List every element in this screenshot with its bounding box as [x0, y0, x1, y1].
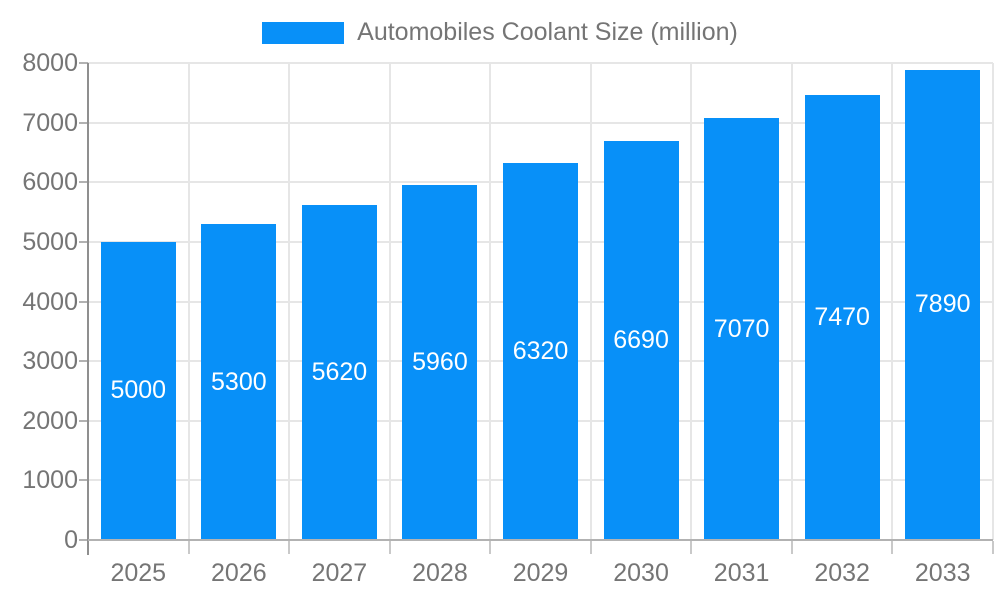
x-axis-tick	[690, 541, 693, 554]
gridline-y-8000	[88, 62, 993, 64]
y-axis-tick	[79, 539, 88, 541]
y-axis-line	[87, 63, 89, 555]
bar-value-label: 7890	[914, 290, 971, 319]
bar-value-label: 5000	[110, 376, 167, 405]
x-axis-line	[88, 539, 993, 541]
y-axis-label-8000: 8000	[22, 49, 78, 77]
bar-2032[interactable]: 7470	[804, 94, 880, 540]
x-axis-tick	[992, 541, 994, 554]
legend-label[interactable]: Automobiles Coolant Size (million)	[357, 18, 738, 46]
bar-2031[interactable]: 7070	[704, 118, 780, 540]
x-axis-label-2029: 2029	[512, 559, 569, 587]
x-axis-label-2030: 2030	[613, 559, 669, 587]
bar-value-label: 7070	[713, 314, 770, 343]
y-axis-label-2000: 2000	[22, 406, 78, 435]
x-axis-label-2027: 2027	[311, 559, 368, 587]
y-axis-label-1000: 1000	[22, 466, 78, 495]
x-axis-tick	[589, 541, 592, 554]
y-axis-label-3000: 3000	[22, 347, 78, 376]
x-axis-label-2031: 2031	[713, 559, 770, 587]
x-axis-tick	[388, 541, 391, 554]
gridline-x-boundary-2	[288, 63, 291, 540]
gridline-x-boundary-3	[388, 63, 391, 540]
gridline-x-boundary-9	[992, 63, 994, 540]
y-axis-label-6000: 6000	[22, 168, 78, 197]
legend[interactable]: Automobiles Coolant Size (million)	[0, 18, 1000, 47]
y-axis-tick	[79, 360, 88, 363]
gridline-x-boundary-5	[589, 63, 592, 540]
bar-value-label: 6320	[512, 337, 569, 366]
gridline-y-7000	[88, 121, 993, 124]
x-axis-label-2025: 2025	[110, 559, 167, 587]
gridline-x-boundary-4	[489, 63, 492, 540]
y-axis-label-0: 0	[64, 526, 78, 554]
bar-2027[interactable]: 5620	[301, 204, 377, 540]
bar-2033[interactable]: 7890	[905, 69, 981, 540]
y-axis-label-7000: 7000	[22, 108, 78, 137]
x-axis-tick	[489, 541, 492, 554]
y-axis-tick	[79, 62, 88, 64]
bar-2026[interactable]: 5300	[201, 224, 277, 540]
y-axis-label-4000: 4000	[22, 287, 78, 316]
x-axis-tick	[891, 541, 894, 554]
bar-value-label: 6690	[613, 326, 669, 355]
y-axis-tick	[79, 240, 88, 243]
y-axis-tick	[79, 479, 88, 482]
gridline-x-boundary-8	[891, 63, 894, 540]
gridline-x-boundary-1	[187, 63, 190, 540]
bar-2028[interactable]: 5960	[402, 184, 478, 540]
bar-2029[interactable]: 6320	[503, 163, 578, 540]
y-axis-tick	[79, 121, 88, 124]
bar-value-label: 5960	[412, 347, 468, 376]
x-axis-label-2032: 2032	[814, 559, 870, 587]
y-axis-tick	[79, 300, 88, 303]
bar-value-label: 5300	[211, 367, 267, 396]
x-axis-tick	[288, 541, 291, 554]
x-axis-label-2028: 2028	[412, 559, 468, 587]
legend-swatch-icon[interactable]	[262, 21, 345, 44]
y-axis-label-5000: 5000	[22, 227, 78, 256]
bar-value-label: 7470	[814, 302, 870, 331]
x-axis-label-2026: 2026	[211, 559, 267, 587]
gridline-x-boundary-6	[690, 63, 693, 540]
y-axis-tick	[79, 181, 88, 184]
plot-area: 5000 5300 5620 5960 6320 6690 7070 7470 7890	[88, 62, 994, 540]
x-axis-tick	[790, 541, 793, 554]
bar-2025[interactable]: 5000	[100, 241, 176, 540]
y-axis-tick	[79, 419, 88, 422]
gridline-x-boundary-7	[790, 63, 793, 540]
bar-value-label: 5620	[311, 357, 368, 386]
x-axis-tick	[187, 541, 190, 554]
x-axis-label-2033: 2033	[914, 559, 971, 587]
bar-2030[interactable]: 6690	[603, 141, 679, 540]
